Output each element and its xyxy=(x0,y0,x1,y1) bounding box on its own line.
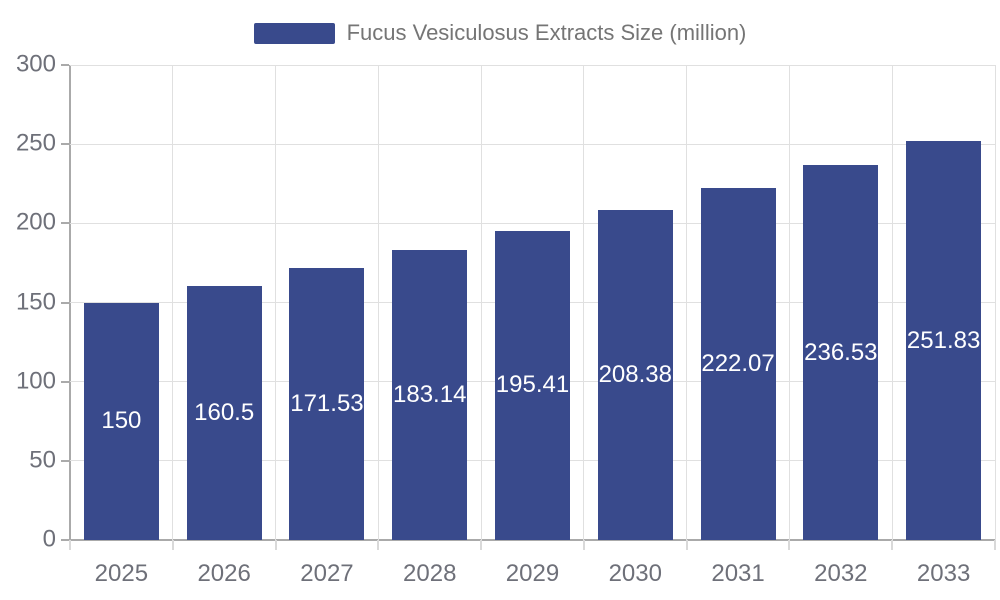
vertical-gridline xyxy=(891,65,893,540)
bar[interactable] xyxy=(700,188,776,540)
bar[interactable] xyxy=(597,210,673,540)
legend-item[interactable]: Fucus Vesiculosus Extracts Size (million… xyxy=(0,16,1000,50)
y-axis-label: 0 xyxy=(42,525,56,553)
y-axis-label: 150 xyxy=(15,287,56,315)
x-axis-label: 2027 xyxy=(300,560,354,587)
vertical-gridline xyxy=(172,65,174,540)
bar[interactable] xyxy=(289,268,365,540)
y-axis-label: 100 xyxy=(15,367,56,395)
vertical-gridline xyxy=(275,65,277,540)
x-axis-tick xyxy=(582,540,585,550)
horizontal-gridline xyxy=(70,222,995,224)
bar[interactable] xyxy=(803,165,879,540)
y-axis-label: 300 xyxy=(15,50,56,78)
x-axis-label: 2031 xyxy=(711,560,765,587)
vertical-gridline xyxy=(480,65,482,540)
x-axis-tick xyxy=(69,540,71,550)
horizontal-gridline xyxy=(70,143,995,145)
x-axis-tick xyxy=(788,540,791,550)
vertical-gridline xyxy=(788,65,790,540)
vertical-gridline xyxy=(994,65,996,540)
x-axis-label: 2033 xyxy=(916,560,971,587)
y-axis-tick xyxy=(61,222,69,225)
y-axis-tick xyxy=(61,539,69,541)
y-axis-label: 200 xyxy=(15,208,56,236)
x-axis-tick xyxy=(377,540,380,550)
bar[interactable] xyxy=(186,285,262,540)
y-axis-tick xyxy=(61,143,69,146)
bar[interactable] xyxy=(906,141,982,540)
legend-swatch xyxy=(253,22,335,44)
x-axis-label: 2025 xyxy=(94,560,149,587)
x-axis-tick xyxy=(480,540,483,550)
y-axis-tick xyxy=(61,64,69,66)
x-axis-label: 2026 xyxy=(197,560,251,587)
horizontal-gridline xyxy=(70,64,995,66)
x-axis-tick xyxy=(171,540,174,550)
vertical-gridline xyxy=(686,65,688,540)
x-axis-tick xyxy=(994,540,996,550)
y-axis-tick xyxy=(61,380,69,383)
y-axis-tick xyxy=(61,301,69,304)
bar[interactable] xyxy=(495,230,570,540)
x-axis-label: 2029 xyxy=(505,560,560,587)
x-axis-label: 2032 xyxy=(814,560,868,587)
x-axis-tick xyxy=(274,540,277,550)
x-axis-label: 2028 xyxy=(403,560,457,587)
x-axis-label: 2030 xyxy=(608,560,662,587)
x-axis-line xyxy=(69,539,996,541)
vertical-gridline xyxy=(377,65,379,540)
y-axis-tick xyxy=(61,459,69,462)
x-axis-tick xyxy=(891,540,894,550)
x-axis-tick xyxy=(685,540,688,550)
vertical-gridline xyxy=(583,65,585,540)
bar[interactable] xyxy=(83,302,159,540)
bar[interactable] xyxy=(392,250,468,540)
y-axis-label: 250 xyxy=(15,129,56,157)
legend-label: Fucus Vesiculosus Extracts Size (million… xyxy=(346,20,747,45)
y-axis-label: 50 xyxy=(29,446,56,474)
